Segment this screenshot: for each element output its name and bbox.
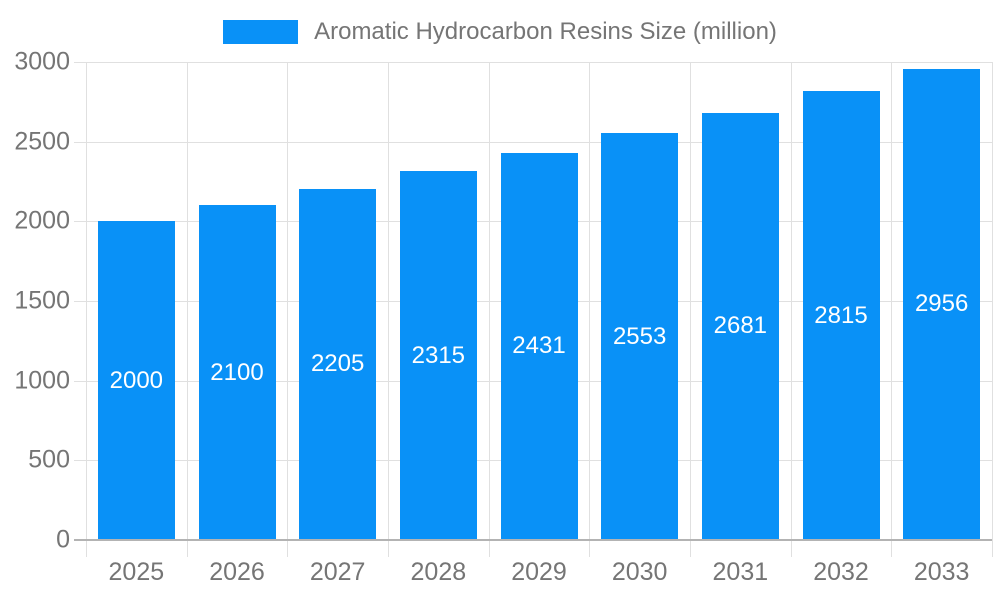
bar-value-label: 2681 [713, 312, 768, 340]
v-gridline [86, 62, 87, 557]
bar-2028[interactable]: 2315 [399, 171, 477, 540]
bar-value-label: 2000 [109, 366, 164, 394]
bar-2031[interactable]: 2681 [701, 112, 779, 540]
v-gridline [589, 62, 591, 557]
v-gridline [690, 62, 691, 557]
y-tick-label: 1000 [14, 366, 70, 395]
v-gridline [992, 62, 993, 557]
x-tick-label: 2031 [712, 558, 769, 586]
legend[interactable]: Aromatic Hydrocarbon Resins Size (millio… [0, 18, 1000, 46]
x-tick-label: 2028 [410, 558, 467, 586]
bar-2033[interactable]: 2956 [903, 69, 981, 540]
x-tick-label: 2033 [913, 558, 970, 586]
x-tick-label: 2029 [511, 558, 567, 586]
y-tick-label: 3000 [14, 47, 70, 76]
bar-value-label: 2956 [914, 290, 969, 318]
bar-value-label: 2100 [210, 358, 264, 386]
x-axis-line [74, 539, 992, 541]
y-tick-label: 1500 [14, 286, 70, 315]
bar-value-label: 2553 [612, 322, 667, 350]
v-gridline [488, 62, 490, 557]
bar-2032[interactable]: 2815 [802, 91, 880, 540]
legend-label: Aromatic Hydrocarbon Resins Size (millio… [314, 18, 777, 45]
bar-2027[interactable]: 2205 [299, 188, 377, 540]
h-gridline [74, 62, 992, 63]
x-tick-label: 2026 [209, 558, 265, 586]
x-tick-label: 2027 [309, 558, 366, 586]
y-tick-label: 0 [56, 525, 70, 554]
bar-value-label: 2315 [411, 341, 466, 369]
h-gridline [74, 141, 992, 143]
x-axis: 2025 2026 2027 2028 2029 2030 2031 2032 2033 [86, 558, 992, 588]
bar-2025[interactable]: 2000 [97, 221, 175, 540]
bar-value-label: 2205 [310, 350, 365, 378]
y-tick-label: 2500 [14, 127, 70, 156]
x-tick-label: 2032 [813, 558, 869, 586]
legend-swatch [223, 20, 299, 44]
v-gridline [388, 62, 389, 557]
x-tick-label: 2025 [108, 558, 165, 586]
v-gridline [891, 62, 893, 557]
v-gridline [790, 62, 792, 557]
bar-value-label: 2431 [512, 332, 566, 360]
y-tick-label: 2000 [14, 206, 70, 235]
y-tick-label: 500 [28, 445, 70, 474]
bar-value-label: 2815 [814, 301, 868, 329]
v-gridline [186, 62, 188, 557]
v-gridline [287, 62, 289, 557]
bar-2030[interactable]: 2553 [601, 133, 679, 540]
bar-2026[interactable]: 2100 [198, 205, 276, 540]
x-tick-label: 2030 [611, 558, 668, 586]
bar-2029[interactable]: 2431 [500, 152, 578, 540]
plot-area: 2000 2100 2205 2315 2431 2553 2681 2815 2956 [74, 62, 993, 557]
y-axis: 0 500 1000 1500 2000 2500 3000 [0, 48, 70, 554]
